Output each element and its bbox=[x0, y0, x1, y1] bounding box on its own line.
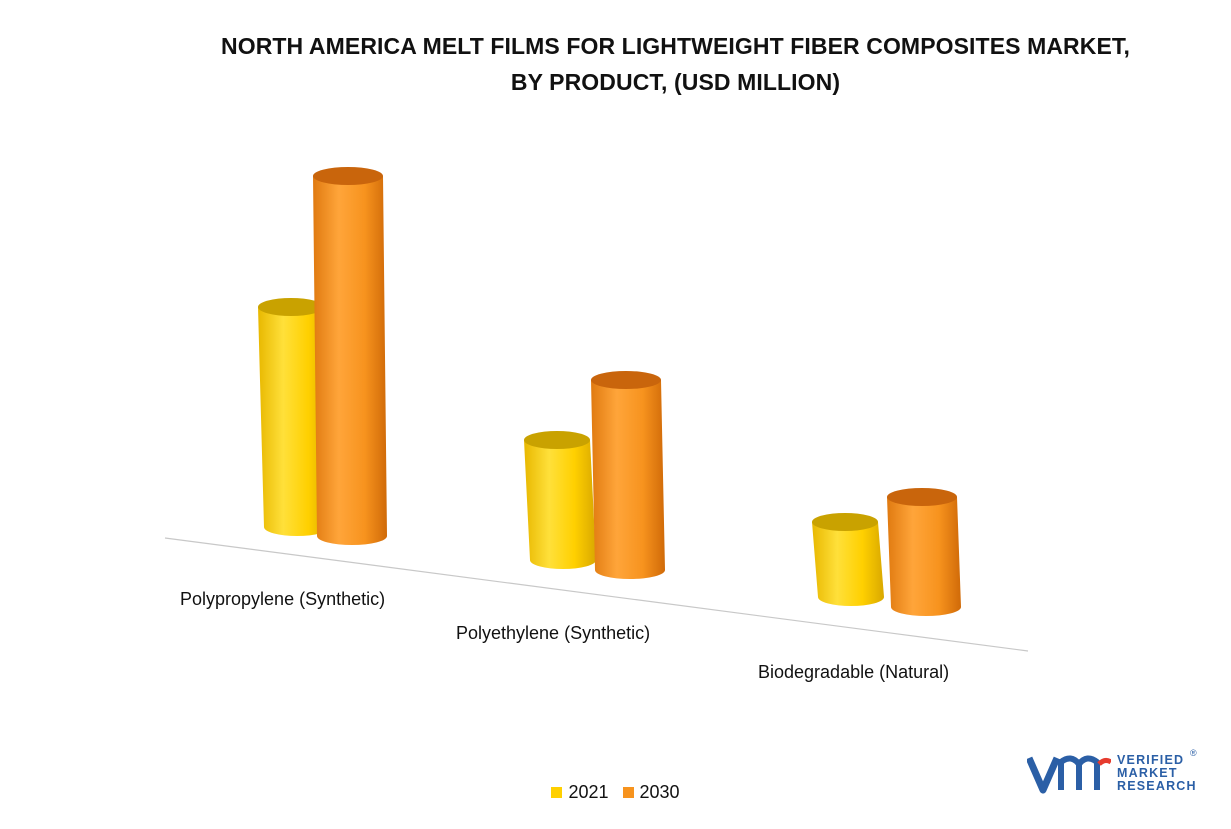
bar-top-2021-2 bbox=[812, 513, 878, 531]
vmr-logo-text: VERIFIED MARKET RESEARCH bbox=[1117, 754, 1197, 793]
legend-swatch-2021 bbox=[551, 787, 563, 798]
category-label-2: Biodegradable (Natural) bbox=[758, 662, 949, 682]
baseline bbox=[164, 537, 1029, 652]
registered-mark: ® bbox=[1190, 748, 1197, 758]
bar-top-2021-0 bbox=[258, 298, 324, 316]
vmr-logo: VERIFIED MARKET RESEARCH ® bbox=[1027, 748, 1207, 800]
legend-label-2021: 2021 bbox=[568, 782, 609, 802]
bar-top-2030-1 bbox=[591, 371, 661, 389]
bar-2030-0 bbox=[313, 176, 387, 545]
category-label-0: Polypropylene (Synthetic) bbox=[180, 589, 385, 609]
bar-2030-1 bbox=[591, 380, 665, 579]
bars-layer bbox=[258, 167, 961, 616]
chart-title: NORTH AMERICA MELT FILMS FOR LIGHTWEIGHT… bbox=[120, 28, 1231, 100]
chart-title-line-1: NORTH AMERICA MELT FILMS FOR LIGHTWEIGHT… bbox=[221, 33, 1130, 59]
legend-item-2021: 2021 bbox=[551, 782, 609, 803]
bar-2030-2 bbox=[887, 497, 961, 616]
category-label-1: Polyethylene (Synthetic) bbox=[456, 623, 650, 643]
bar-2021-1 bbox=[524, 440, 596, 569]
bar-2021-2 bbox=[812, 522, 884, 606]
legend-label-2030: 2030 bbox=[639, 782, 680, 802]
vmr-logo-line-1: VERIFIED bbox=[1117, 753, 1185, 767]
chart-title-line-2: BY PRODUCT, (USD MILLION) bbox=[510, 69, 841, 95]
bar-top-2030-0 bbox=[313, 167, 383, 185]
vmr-logo-line-2: MARKET bbox=[1117, 766, 1178, 780]
category-labels: Polypropylene (Synthetic) Polyethylene (S… bbox=[180, 589, 949, 682]
bar-top-2030-2 bbox=[887, 488, 957, 506]
legend-swatch-2030 bbox=[622, 787, 634, 798]
bar-2021-0 bbox=[258, 307, 330, 536]
vmr-logo-mark-icon bbox=[1027, 755, 1111, 794]
bar-top-2021-1 bbox=[524, 431, 590, 449]
legend-item-2030: 2030 bbox=[622, 782, 680, 803]
vmr-logo-line-3: RESEARCH bbox=[1117, 779, 1197, 793]
legend: 2021 2030 bbox=[0, 782, 1231, 803]
